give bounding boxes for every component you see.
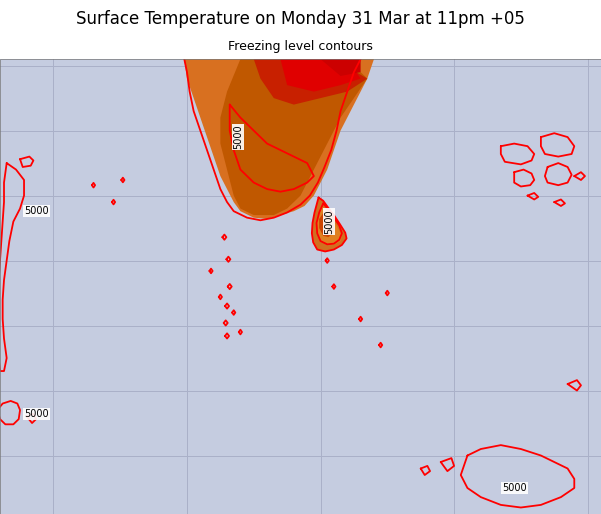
Polygon shape: [281, 59, 361, 91]
Text: 5000: 5000: [24, 206, 49, 216]
Text: 5000: 5000: [233, 125, 243, 150]
Polygon shape: [254, 59, 367, 105]
Text: Surface Temperature on Monday 31 Mar at 11pm +05: Surface Temperature on Monday 31 Mar at …: [76, 10, 525, 28]
Text: 5000: 5000: [24, 409, 49, 419]
Polygon shape: [312, 197, 347, 251]
Polygon shape: [317, 206, 342, 245]
Polygon shape: [320, 59, 361, 76]
Text: 5000: 5000: [502, 483, 526, 493]
Polygon shape: [221, 59, 367, 215]
Text: 5000: 5000: [324, 209, 334, 234]
Text: Freezing level contours: Freezing level contours: [228, 40, 373, 52]
Polygon shape: [319, 211, 334, 237]
Polygon shape: [185, 59, 374, 219]
